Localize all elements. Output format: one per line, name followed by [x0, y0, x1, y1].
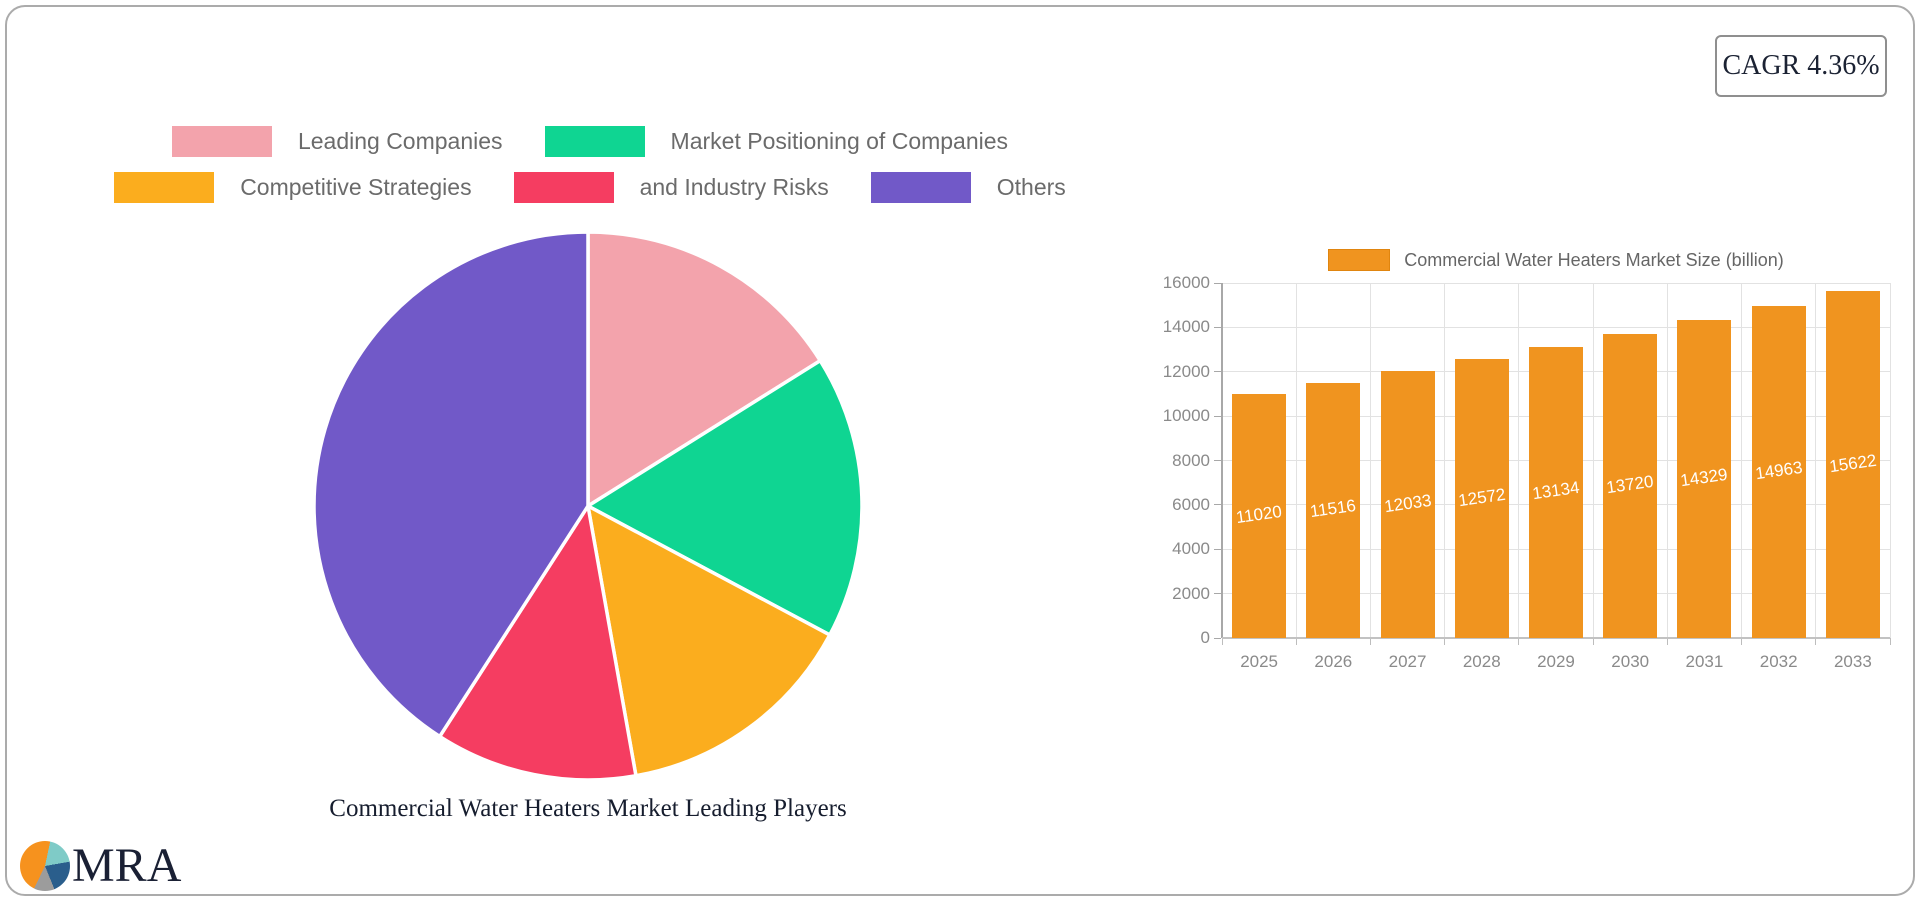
- y-tick-label-14000: 14000: [1162, 317, 1210, 337]
- pie-slice-0: [586, 230, 823, 508]
- bar-2033: [1825, 291, 1880, 638]
- pie-legend: Leading Companies Market Positioning of C…: [70, 126, 1110, 218]
- bar-2025: [1232, 393, 1287, 638]
- bar-2032: [1751, 306, 1806, 638]
- y-tick-mark-4000: [1214, 548, 1221, 550]
- y-tick-label-4000: 4000: [1172, 539, 1210, 559]
- gridline-v-4: [1518, 283, 1520, 638]
- x-tick-mark-6: [1666, 638, 1668, 645]
- gridline-v-8: [1815, 283, 1817, 638]
- pie-chart: [312, 230, 864, 782]
- x-tick-mark-9: [1889, 638, 1891, 645]
- gridline-v-1: [1295, 283, 1297, 638]
- pie-slice-1: [586, 358, 864, 637]
- bar-2028: [1454, 359, 1509, 638]
- x-tick-mark-5: [1592, 638, 1594, 645]
- pie-legend-swatch-4: [870, 172, 971, 203]
- x-tick-mark-0: [1221, 638, 1223, 645]
- bar-2031: [1677, 320, 1732, 638]
- y-tick-mark-14000: [1214, 326, 1221, 328]
- pie-legend-label-1: Market Positioning of Companies: [670, 128, 1009, 154]
- x-tick-label-2032: 2032: [1759, 652, 1798, 671]
- pie-legend-swatch-1: [544, 126, 645, 157]
- pie-legend-item-0[interactable]: Leading Companies: [171, 126, 503, 157]
- pie-legend-item-2[interactable]: Competitive Strategies: [114, 172, 472, 203]
- pie-chart-title: Commercial Water Heaters Market Leading …: [329, 795, 847, 822]
- y-tick-mark-10000: [1214, 415, 1221, 417]
- bar-2026: [1306, 382, 1361, 638]
- pie-legend-item-3[interactable]: and Industry Risks: [513, 172, 829, 203]
- pie-legend-label-4: Others: [996, 174, 1066, 200]
- x-tick-label-2028: 2028: [1462, 652, 1501, 671]
- y-tick-mark-2000: [1214, 593, 1221, 595]
- y-tick-label-6000: 6000: [1172, 494, 1210, 514]
- x-tick-label-2027: 2027: [1388, 652, 1427, 671]
- x-tick-mark-8: [1815, 638, 1817, 645]
- pie-legend-label-2: Competitive Strategies: [240, 174, 472, 200]
- pie-slice-3: [437, 504, 638, 782]
- y-tick-mark-12000: [1214, 371, 1221, 373]
- x-tick-mark-7: [1741, 638, 1743, 645]
- x-tick-label-2030: 2030: [1611, 652, 1650, 671]
- gridline-h-16000: [1222, 282, 1890, 284]
- pie-legend-swatch-0: [171, 126, 272, 157]
- y-tick-mark-6000: [1214, 504, 1221, 506]
- bar-chart: 0 2000 4000 6000 8000 10000 12000 14000 16000 110…: [1163, 273, 1891, 671]
- gridline-v-7: [1741, 283, 1743, 638]
- pie-legend-label-3: and Industry Risks: [639, 174, 829, 200]
- y-tick-label-2000: 2000: [1172, 583, 1210, 603]
- gridline-v-6: [1666, 283, 1668, 638]
- gridline-v-9: [1889, 283, 1891, 638]
- pie-legend-swatch-3: [513, 172, 614, 203]
- gridline-v-2: [1369, 283, 1371, 638]
- pie-legend-label-0: Leading Companies: [297, 128, 503, 154]
- bar-2030: [1603, 333, 1658, 638]
- y-tick-label-8000: 8000: [1172, 450, 1210, 470]
- y-tick-label-10000: 10000: [1162, 406, 1210, 426]
- brand-logo: MRA: [20, 841, 181, 891]
- x-tick-label-2026: 2026: [1314, 652, 1353, 671]
- y-tick-mark-0: [1214, 637, 1221, 639]
- x-tick-label-2033: 2033: [1833, 652, 1872, 671]
- y-tick-label-12000: 12000: [1162, 361, 1210, 381]
- gridline-h-14000: [1222, 326, 1890, 328]
- x-axis-line: [1222, 637, 1890, 639]
- gridline-v-3: [1444, 283, 1446, 638]
- pie-slice-4: [312, 230, 590, 739]
- bar-2027: [1380, 371, 1435, 638]
- bar-legend-swatch: [1328, 249, 1391, 271]
- pie-legend-item-1[interactable]: Market Positioning of Companies: [544, 126, 1009, 157]
- bar-legend-label: Commercial Water Heaters Market Size (bi…: [1404, 249, 1784, 270]
- bar-legend-item[interactable]: Commercial Water Heaters Market Size (bi…: [1222, 247, 1890, 273]
- x-tick-mark-3: [1444, 638, 1446, 645]
- x-tick-mark-4: [1518, 638, 1520, 645]
- y-axis-line: [1221, 283, 1223, 638]
- bar-2029: [1529, 346, 1583, 638]
- x-tick-label-2029: 2029: [1537, 652, 1575, 671]
- pie-legend-swatch-2: [114, 172, 215, 203]
- x-tick-mark-2: [1369, 638, 1371, 645]
- y-tick-mark-8000: [1214, 460, 1221, 461]
- x-tick-label-2031: 2031: [1685, 652, 1724, 671]
- pie-legend-row-1: Competitive Strategies and Industry Risks…: [70, 172, 1110, 203]
- y-tick-label-16000: 16000: [1162, 273, 1210, 292]
- logo-text: MRA: [72, 839, 182, 892]
- cagr-badge: CAGR 4.36%: [1715, 35, 1887, 97]
- x-tick-mark-1: [1295, 638, 1297, 645]
- logo-pie-icon: [20, 841, 70, 891]
- y-tick-mark-16000: [1214, 282, 1221, 284]
- pie-slice-2: [586, 504, 832, 778]
- y-tick-label-0: 0: [1200, 628, 1210, 647]
- x-tick-label-2025: 2025: [1240, 652, 1279, 671]
- pie-legend-item-4[interactable]: Others: [870, 172, 1066, 203]
- pie-legend-row-0: Leading Companies Market Positioning of C…: [70, 126, 1110, 157]
- gridline-v-5: [1592, 283, 1594, 638]
